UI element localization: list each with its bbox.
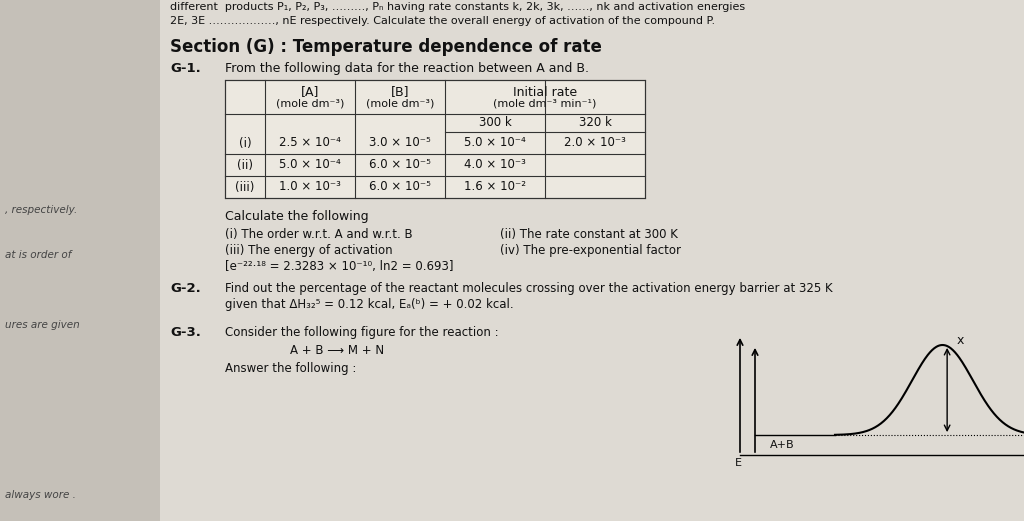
Bar — [0, 0, 160, 521]
Text: 4.0 × 10⁻³: 4.0 × 10⁻³ — [464, 158, 526, 171]
Text: 3.0 × 10⁻⁵: 3.0 × 10⁻⁵ — [369, 137, 431, 150]
Text: at is order of: at is order of — [5, 250, 72, 260]
Text: 1.6 × 10⁻²: 1.6 × 10⁻² — [464, 180, 526, 193]
Text: Find out the percentage of the reactant molecules crossing over the activation e: Find out the percentage of the reactant … — [225, 282, 833, 295]
Text: Calculate the following: Calculate the following — [225, 210, 369, 223]
Text: 6.0 × 10⁻⁵: 6.0 × 10⁻⁵ — [369, 158, 431, 171]
Text: [B]: [B] — [391, 85, 410, 98]
Text: (mole dm⁻³): (mole dm⁻³) — [275, 99, 344, 109]
Text: , respectively.: , respectively. — [5, 205, 77, 215]
Text: Initial rate: Initial rate — [513, 85, 578, 98]
Bar — [160, 0, 1024, 521]
Text: E: E — [734, 458, 741, 468]
Text: (ii): (ii) — [237, 158, 253, 171]
Text: From the following data for the reaction between A and B.: From the following data for the reaction… — [225, 62, 589, 75]
Text: (mole dm⁻³ min⁻¹): (mole dm⁻³ min⁻¹) — [494, 99, 597, 109]
Text: 5.0 × 10⁻⁴: 5.0 × 10⁻⁴ — [280, 158, 341, 171]
Text: [A]: [A] — [301, 85, 319, 98]
Text: A+B: A+B — [770, 440, 795, 450]
Text: (iii): (iii) — [236, 180, 255, 193]
Text: 300 k: 300 k — [478, 117, 511, 130]
Text: (iii) The energy of activation: (iii) The energy of activation — [225, 244, 392, 257]
Text: different  products P₁, P₂, P₃, ………, Pₙ having rate constants k, 2k, 3k, ……, nk : different products P₁, P₂, P₃, ………, Pₙ h… — [170, 2, 745, 12]
Text: 1.0 × 10⁻³: 1.0 × 10⁻³ — [280, 180, 341, 193]
Text: 2E, 3E ………………, nE respectively. Calculate the overall energy of activation of th: 2E, 3E ………………, nE respectively. Calculat… — [170, 16, 715, 26]
Bar — [225, 80, 645, 198]
Text: [e⁻²²·¹⁸ = 2.3283 × 10⁻¹⁰, ln2 = 0.693]: [e⁻²²·¹⁸ = 2.3283 × 10⁻¹⁰, ln2 = 0.693] — [225, 260, 454, 273]
Text: Answer the following :: Answer the following : — [225, 362, 356, 375]
Text: 320 k: 320 k — [579, 117, 611, 130]
Text: (i) The order w.r.t. A and w.r.t. B: (i) The order w.r.t. A and w.r.t. B — [225, 228, 413, 241]
Text: 5.0 × 10⁻⁴: 5.0 × 10⁻⁴ — [464, 137, 526, 150]
Text: given that ΔH₃₂⁵ = 0.12 kcal, Eₐ(ᵇ) = + 0.02 kcal.: given that ΔH₃₂⁵ = 0.12 kcal, Eₐ(ᵇ) = + … — [225, 298, 514, 311]
Text: G-2.: G-2. — [170, 282, 201, 295]
Text: ures are given: ures are given — [5, 320, 80, 330]
Text: 2.5 × 10⁻⁴: 2.5 × 10⁻⁴ — [280, 137, 341, 150]
Text: (mole dm⁻³): (mole dm⁻³) — [366, 99, 434, 109]
Text: x: x — [957, 333, 965, 346]
Text: G-3.: G-3. — [170, 326, 201, 339]
Text: always wore .: always wore . — [5, 490, 76, 500]
Text: Consider the following figure for the reaction :: Consider the following figure for the re… — [225, 326, 499, 339]
Text: Section (G) : Temperature dependence of rate: Section (G) : Temperature dependence of … — [170, 38, 602, 56]
Text: A + B ⟶ M + N: A + B ⟶ M + N — [290, 344, 384, 357]
Text: (iv) The pre-exponential factor: (iv) The pre-exponential factor — [500, 244, 681, 257]
Text: 2.0 × 10⁻³: 2.0 × 10⁻³ — [564, 137, 626, 150]
Text: 6.0 × 10⁻⁵: 6.0 × 10⁻⁵ — [369, 180, 431, 193]
Text: (i): (i) — [239, 137, 251, 150]
Text: G-1.: G-1. — [170, 62, 201, 75]
Text: (ii) The rate constant at 300 K: (ii) The rate constant at 300 K — [500, 228, 678, 241]
